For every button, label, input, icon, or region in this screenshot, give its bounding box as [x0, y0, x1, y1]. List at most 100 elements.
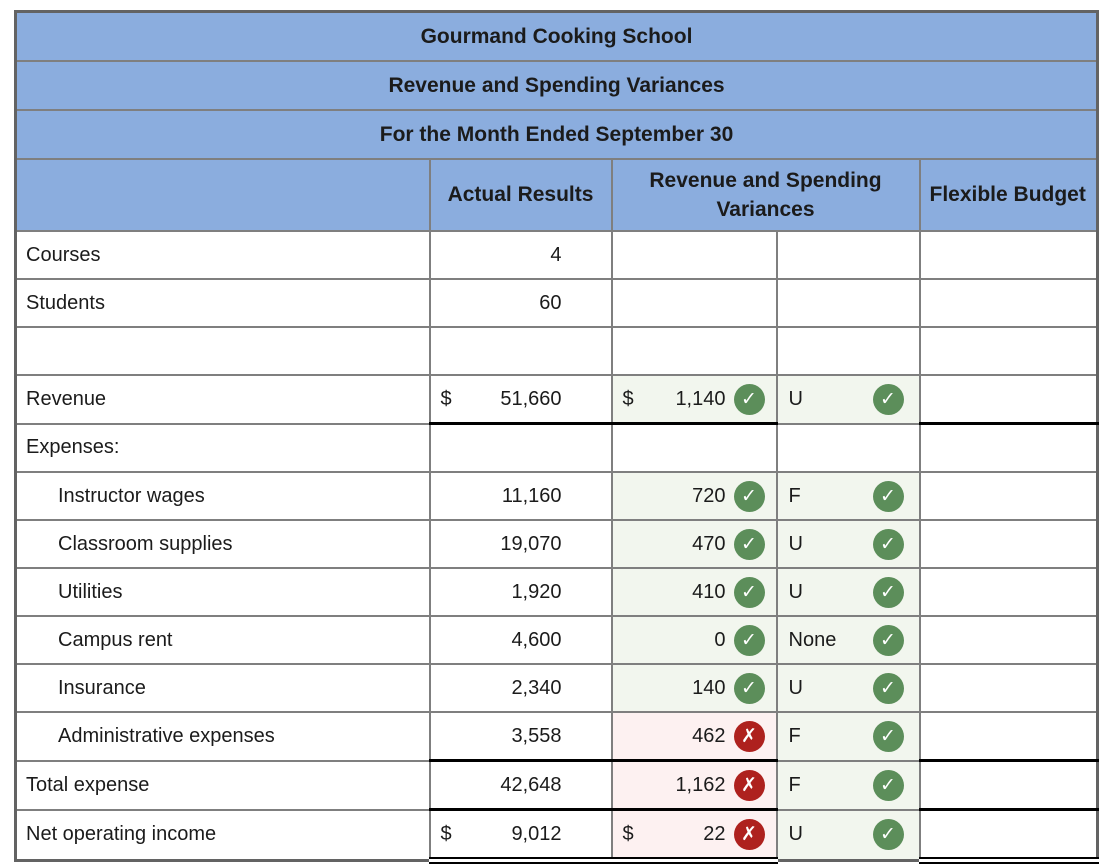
check-icon	[872, 383, 904, 415]
column-header-row: Actual Results Revenue and Spending Vari…	[14, 158, 1099, 232]
direction-cell[interactable]	[775, 230, 921, 280]
row-label	[14, 326, 431, 376]
variance-cell[interactable]: $22	[610, 808, 778, 864]
flexible-budget-cell[interactable]	[918, 567, 1099, 617]
check-icon	[733, 480, 765, 512]
table-row	[14, 326, 1099, 376]
report-period: For the Month Ended September 30	[14, 109, 1099, 160]
check-icon	[872, 624, 904, 656]
direction-cell[interactable]: U	[775, 567, 921, 617]
variance-cell[interactable]: 720	[610, 471, 778, 521]
variance-cell[interactable]: 410	[610, 567, 778, 617]
variance-cell[interactable]	[610, 422, 778, 473]
check-icon	[733, 383, 765, 415]
check-icon	[872, 528, 904, 560]
table-row: Total expense 42,648 1,162 F	[14, 759, 1099, 811]
variance-header: Revenue and Spending Variances	[610, 158, 921, 232]
direction-cell[interactable]: U	[775, 374, 921, 425]
row-label: Campus rent	[14, 615, 431, 665]
flexible-budget-cell[interactable]	[918, 759, 1099, 811]
direction-cell[interactable]: F	[775, 471, 921, 521]
variance-cell[interactable]	[610, 278, 778, 328]
actual-cell[interactable]: 42,648	[428, 759, 613, 811]
table-row: Courses 4	[14, 230, 1099, 280]
flexible-budget-cell[interactable]	[918, 615, 1099, 665]
flexible-budget-cell[interactable]	[918, 278, 1099, 328]
row-label: Total expense	[14, 759, 431, 811]
actual-cell[interactable]: 19,070	[428, 519, 613, 569]
table-row: Expenses:	[14, 422, 1099, 473]
actual-cell[interactable]: 2,340	[428, 663, 613, 713]
direction-cell[interactable]: U	[775, 519, 921, 569]
row-label: Students	[14, 278, 431, 328]
row-label: Instructor wages	[14, 471, 431, 521]
report-title: Revenue and Spending Variances	[14, 60, 1099, 111]
table-row: Insurance 2,340 140 U	[14, 663, 1099, 713]
table-row: Classroom supplies 19,070 470 U	[14, 519, 1099, 569]
flexible-budget-cell[interactable]	[918, 326, 1099, 376]
actual-cell[interactable]	[428, 422, 613, 473]
company-title: Gourmand Cooking School	[14, 10, 1099, 62]
direction-cell[interactable]: U	[775, 808, 921, 862]
actual-cell[interactable]: 1,920	[428, 567, 613, 617]
variance-cell[interactable]: 140	[610, 663, 778, 713]
table-row: Students 60	[14, 278, 1099, 328]
check-icon	[733, 672, 765, 704]
flexible-budget-cell[interactable]	[918, 519, 1099, 569]
check-icon	[872, 576, 904, 608]
cross-icon	[733, 769, 765, 801]
actual-cell[interactable]: 3,558	[428, 711, 613, 762]
direction-cell[interactable]	[775, 278, 921, 328]
flexible-budget-cell[interactable]	[918, 663, 1099, 713]
check-icon	[733, 576, 765, 608]
variance-cell[interactable]: 470	[610, 519, 778, 569]
row-label: Courses	[14, 230, 431, 280]
check-icon	[872, 672, 904, 704]
check-icon	[872, 819, 904, 851]
actual-cell[interactable]: 60	[428, 278, 613, 328]
table-row: Utilities 1,920 410 U	[14, 567, 1099, 617]
row-label: Classroom supplies	[14, 519, 431, 569]
direction-cell[interactable]	[775, 422, 921, 473]
row-label: Administrative expenses	[14, 711, 431, 762]
flexible-budget-cell[interactable]	[918, 230, 1099, 280]
table-row: Instructor wages 11,160 720 F	[14, 471, 1099, 521]
variance-cell[interactable]: 462	[610, 711, 778, 762]
table-row: Administrative expenses 3,558 462 F	[14, 711, 1099, 762]
variance-cell[interactable]	[610, 230, 778, 280]
variance-cell[interactable]: 1,162	[610, 759, 778, 811]
direction-cell[interactable]	[775, 326, 921, 376]
flexible-budget-cell[interactable]	[918, 422, 1099, 473]
variance-cell[interactable]: $1,140	[610, 374, 778, 425]
flexible-budget-cell[interactable]	[918, 711, 1099, 762]
table-row: Campus rent 4,600 0 None	[14, 615, 1099, 665]
check-icon	[872, 769, 904, 801]
check-icon	[733, 624, 765, 656]
direction-cell[interactable]: F	[775, 711, 921, 762]
flexible-budget-cell[interactable]	[918, 808, 1099, 864]
flexible-budget-cell[interactable]	[918, 374, 1099, 425]
variance-cell[interactable]: 0	[610, 615, 778, 665]
actual-cell[interactable]: 11,160	[428, 471, 613, 521]
actual-cell[interactable]	[428, 326, 613, 376]
direction-cell[interactable]: F	[775, 759, 921, 811]
row-label: Insurance	[14, 663, 431, 713]
cross-icon	[733, 720, 765, 752]
row-label: Net operating income	[14, 808, 431, 862]
table-row: Net operating income $9,012 $22 U	[14, 808, 1099, 864]
actual-cell[interactable]: 4	[428, 230, 613, 280]
actual-cell[interactable]: $9,012	[428, 808, 613, 864]
row-label: Expenses:	[14, 422, 431, 473]
actual-cell[interactable]: $51,660	[428, 374, 613, 425]
check-icon	[872, 480, 904, 512]
direction-cell[interactable]: None	[775, 615, 921, 665]
row-label: Revenue	[14, 374, 431, 425]
actual-cell[interactable]: 4,600	[428, 615, 613, 665]
flexible-budget-cell[interactable]	[918, 471, 1099, 521]
cross-icon	[733, 818, 765, 850]
label-column-header	[14, 158, 431, 232]
actual-results-header: Actual Results	[428, 158, 613, 232]
check-icon	[733, 528, 765, 560]
direction-cell[interactable]: U	[775, 663, 921, 713]
variance-cell[interactable]	[610, 326, 778, 376]
